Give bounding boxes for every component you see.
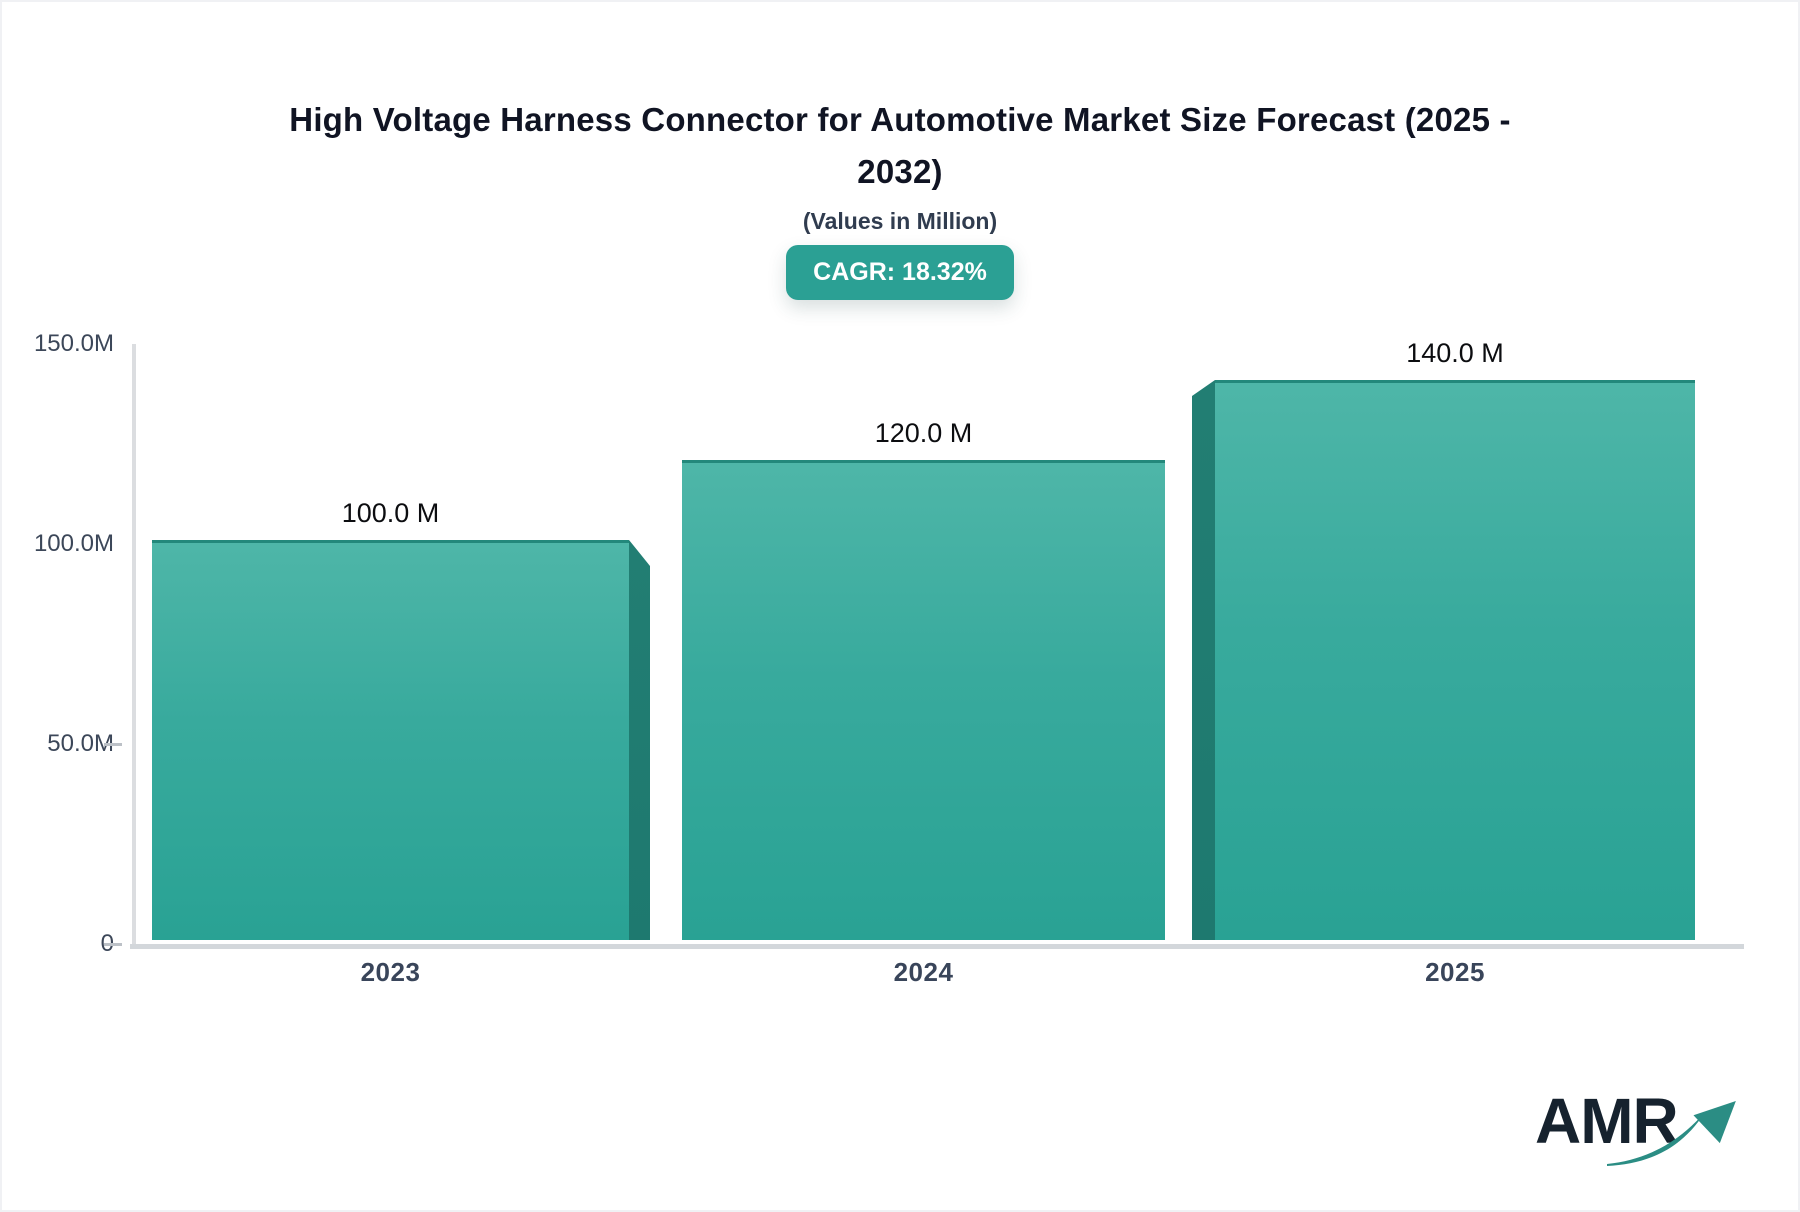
chart-title-line1: High Voltage Harness Connector for Autom… [289,101,1511,138]
bar-2024[interactable] [682,460,1165,940]
cagr-badge: CAGR: 18.32% [786,245,1014,300]
chart-title-line2: 2032) [857,153,943,190]
bar-group-2025: 140.0 M 2025 [1192,338,1695,987]
bar-2025-side-face [1192,380,1215,940]
amr-logo: AMR [1535,1084,1736,1174]
x-axis-label-2025: 2025 [1425,957,1485,987]
bar-2023[interactable] [152,540,629,940]
bar-2025[interactable] [1215,380,1695,940]
chart-title: High Voltage Harness Connector for Autom… [2,94,1798,198]
amr-logo-text: AMR [1535,1085,1679,1157]
x-axis-line [130,944,1744,949]
chart-header: High Voltage Harness Connector for Autom… [2,94,1798,300]
y-axis-line [132,344,136,944]
bar-group-2024: 120.0 M 2024 [682,418,1165,987]
chart-subtitle: (Values in Million) [802,208,998,234]
bar-value-label-2024: 120.0 M [874,418,973,448]
y-axis-label-50m: 50.0M [47,730,114,757]
bar-value-label-2023: 100.0 M [341,498,440,528]
y-tick-50m [104,743,122,746]
bar-value-label-2025: 140.0 M [1406,338,1504,368]
y-axis-label-100m: 100.0M [33,530,114,557]
bar-2023-side-face [629,540,650,940]
y-axis-label-0: 0 [2,929,114,959]
x-axis-label-2024: 2024 [893,957,954,987]
bar-group-2023: 100.0 M 2023 [152,498,650,987]
y-axis-label-150m: 150.0M [33,330,114,357]
x-axis-label-2023: 2023 [360,957,421,987]
growth-arrow-icon [1607,1100,1736,1166]
y-tick-0 [104,943,122,946]
